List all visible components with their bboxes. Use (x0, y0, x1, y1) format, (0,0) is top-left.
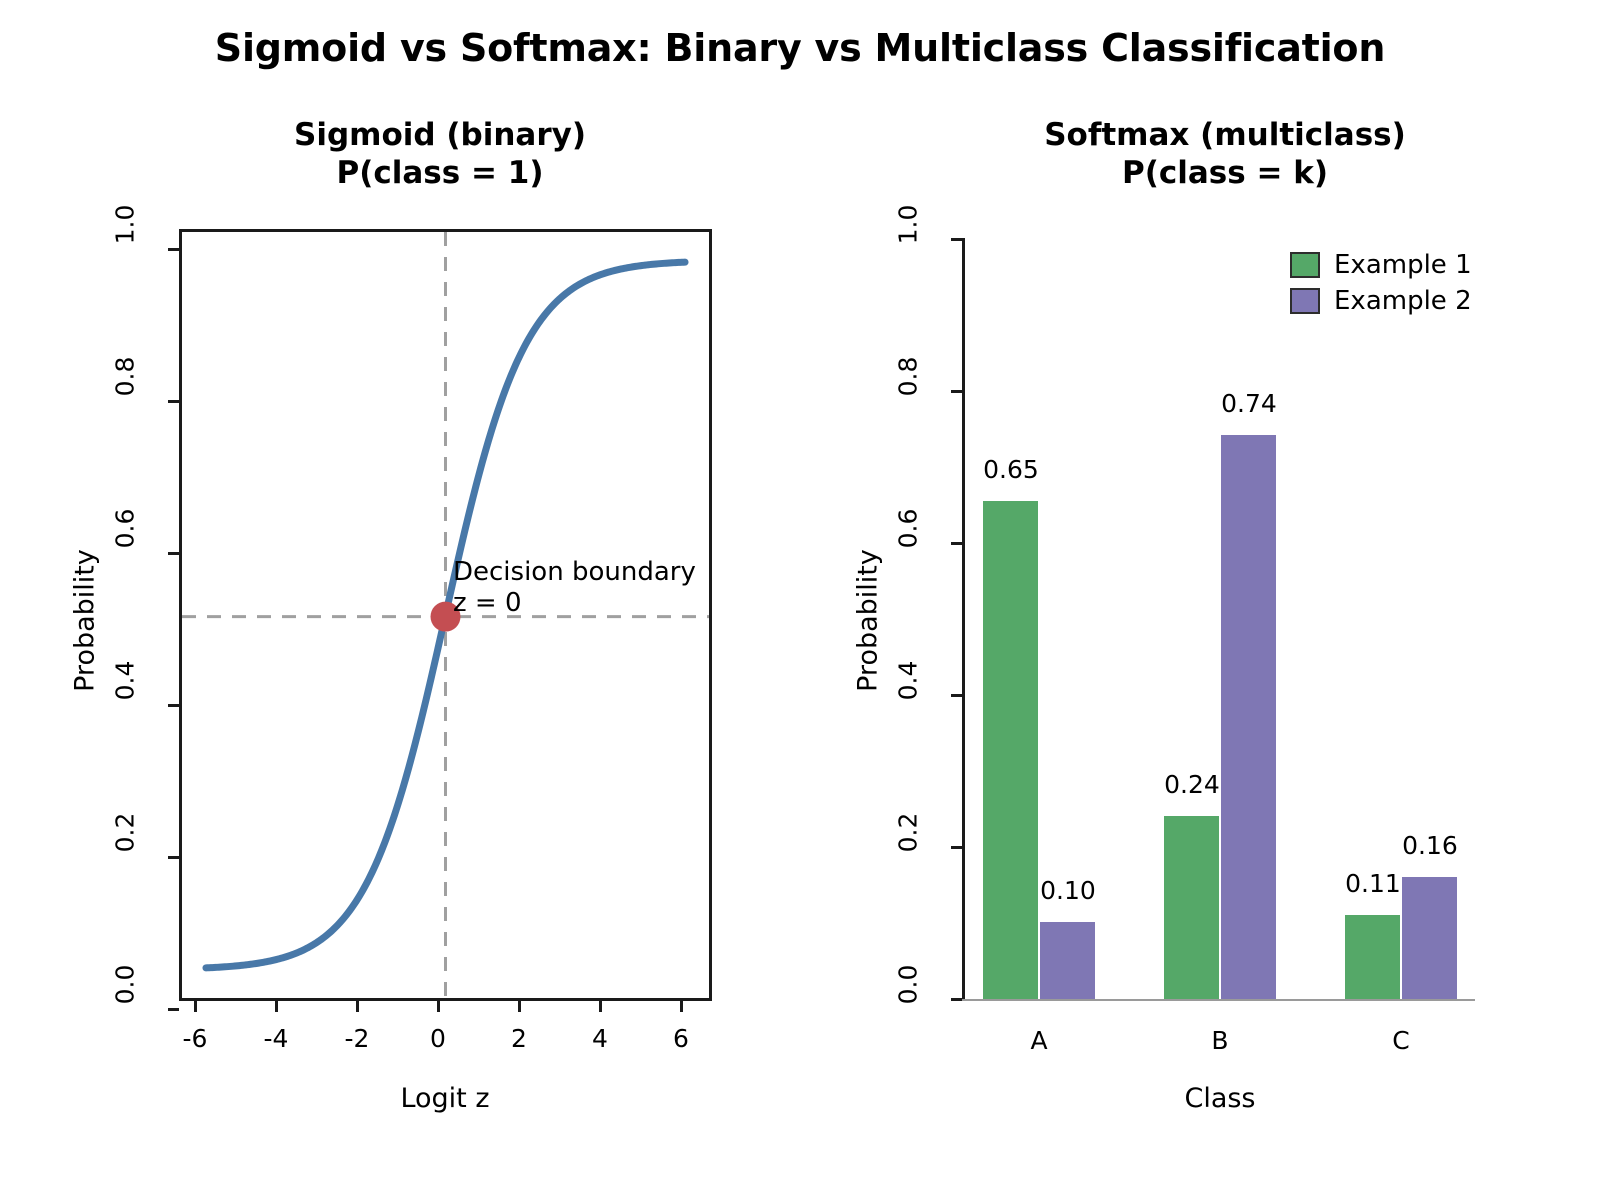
sigmoid-ytick-0: 0.0 (110, 964, 140, 1005)
sigmoid-panel-title: Sigmoid (binary) P(class = 1) (140, 117, 740, 193)
sigmoid-ytick-mark-4 (168, 400, 179, 403)
legend-item-example2[interactable]: Example 2 (1290, 286, 1472, 316)
softmax-ytick-mark-1 (951, 846, 962, 849)
softmax-title-line2: P(class = k) (1121, 154, 1329, 191)
sigmoid-xtick-1: -4 (263, 1024, 289, 1053)
softmax-x-axis-label: Class (1184, 1083, 1256, 1114)
bar-C-example2[interactable] (1402, 877, 1457, 999)
sigmoid-ytick-mark-0 (168, 1008, 179, 1011)
softmax-ytick-2: 0.4 (893, 660, 923, 701)
softmax-ytick-4: 0.8 (893, 356, 923, 397)
sigmoid-xtick-mark-0 (194, 1001, 197, 1012)
bar-label-C-example1: 0.11 (1345, 869, 1401, 898)
softmax-y-axis-label: Probability (852, 549, 884, 692)
sigmoid-xtick-4: 2 (511, 1024, 527, 1053)
softmax-panel-title: Softmax (multiclass) P(class = k) (920, 117, 1530, 193)
bar-B-example1[interactable] (1164, 816, 1219, 999)
sigmoid-ytick-mark-1 (168, 856, 179, 859)
softmax-baseline (962, 999, 1475, 1001)
softmax-xtick-B: B (1211, 1026, 1229, 1055)
decision-point-marker (430, 601, 461, 632)
legend-swatch-example1 (1290, 252, 1320, 278)
sigmoid-plot-svg (182, 232, 709, 998)
softmax-ytick-0: 0.0 (893, 964, 923, 1005)
softmax-y-spine (962, 238, 965, 1001)
bar-label-C-example2: 0.16 (1402, 831, 1458, 860)
bar-label-A-example1: 0.65 (983, 455, 1039, 484)
legend-swatch-example2 (1290, 288, 1320, 314)
sigmoid-xtick-mark-3 (437, 1001, 440, 1012)
sigmoid-xtick-3: 0 (430, 1024, 446, 1053)
softmax-ytick-1: 0.2 (893, 812, 923, 853)
softmax-xtick-A: A (1030, 1026, 1048, 1055)
bar-label-B-example1: 0.24 (1164, 770, 1220, 799)
sigmoid-ytick-1: 0.2 (110, 812, 140, 853)
softmax-xtick-C: C (1392, 1026, 1410, 1055)
softmax-ytick-3: 0.6 (893, 508, 923, 549)
decision-boundary-line1: Decision boundary (453, 557, 696, 587)
sigmoid-xtick-mark-2 (356, 1001, 359, 1012)
sigmoid-xtick-mark-1 (275, 1001, 278, 1012)
bar-label-A-example2: 0.10 (1040, 876, 1096, 905)
legend-item-example1[interactable]: Example 1 (1290, 250, 1472, 280)
softmax-legend: Example 1 Example 2 (1290, 250, 1472, 316)
sigmoid-ytick-mark-2 (168, 704, 179, 707)
softmax-ytick-mark-0 (951, 998, 962, 1001)
decision-boundary-annotation: Decision boundary z = 0 (453, 557, 696, 618)
decision-boundary-line2: z = 0 (453, 587, 522, 618)
sigmoid-xtick-mark-4 (518, 1001, 521, 1012)
sigmoid-title-line1: Sigmoid (binary) (294, 117, 586, 153)
bar-A-example1[interactable] (983, 501, 1038, 999)
bar-A-example2[interactable] (1040, 922, 1095, 999)
softmax-title-line1: Softmax (multiclass) (1044, 117, 1406, 153)
bar-B-example2[interactable] (1221, 435, 1276, 999)
bar-C-example1[interactable] (1345, 915, 1400, 999)
figure-title: Sigmoid vs Softmax: Binary vs Multiclass… (214, 26, 1386, 70)
legend-label-example1: Example 1 (1334, 250, 1472, 280)
softmax-ytick-mark-3 (951, 542, 962, 545)
sigmoid-ytick-3: 0.6 (110, 508, 140, 549)
sigmoid-ytick-4: 0.8 (110, 356, 140, 397)
sigmoid-axes-frame: Decision boundary z = 0 (179, 229, 712, 1001)
sigmoid-y-axis-label: Probability (69, 549, 101, 692)
sigmoid-xtick-5: 4 (592, 1024, 608, 1053)
sigmoid-xtick-0: -6 (182, 1024, 208, 1053)
sigmoid-xtick-mark-6 (680, 1001, 683, 1012)
sigmoid-ytick-mark-3 (168, 552, 179, 555)
sigmoid-ytick-mark-5 (168, 248, 179, 251)
legend-label-example2: Example 2 (1334, 286, 1472, 316)
sigmoid-x-axis-label: Logit z (400, 1083, 490, 1114)
softmax-ytick-mark-4 (951, 390, 962, 393)
sigmoid-xtick-6: 6 (673, 1024, 689, 1053)
sigmoid-xtick-mark-5 (599, 1001, 602, 1012)
bar-label-B-example2: 0.74 (1221, 389, 1277, 418)
sigmoid-ytick-5: 1.0 (110, 204, 140, 245)
softmax-ytick-mark-2 (951, 694, 962, 697)
sigmoid-title-line2: P(class = 1) (336, 154, 544, 191)
softmax-ytick-mark-5 (951, 238, 962, 241)
sigmoid-xtick-2: -2 (344, 1024, 370, 1053)
softmax-ytick-5: 1.0 (893, 204, 923, 245)
sigmoid-ytick-2: 0.4 (110, 660, 140, 701)
